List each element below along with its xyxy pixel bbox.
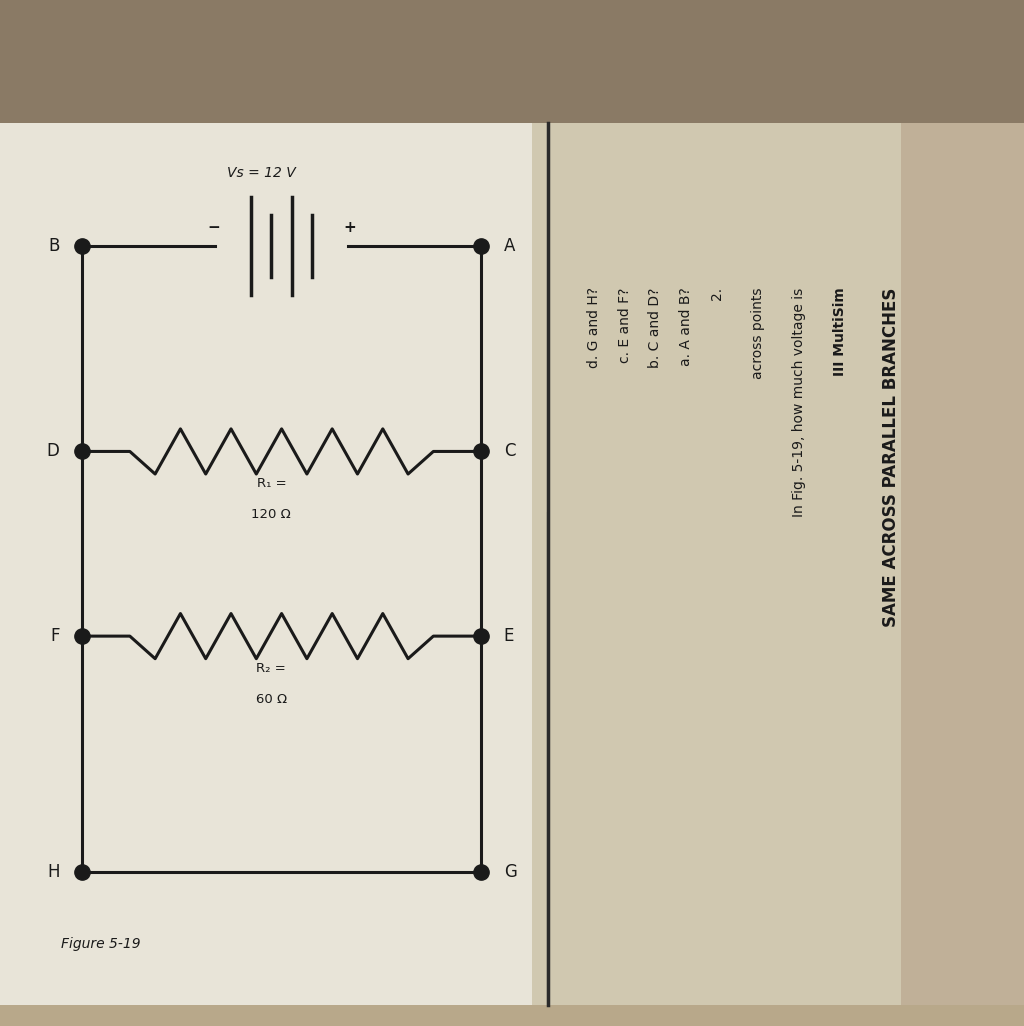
Text: R₂ =: R₂ =	[256, 662, 287, 675]
Text: −: −	[208, 221, 220, 235]
Polygon shape	[532, 123, 1024, 1005]
Text: d. G and H?: d. G and H?	[587, 287, 601, 368]
Text: C: C	[504, 442, 515, 461]
Text: Figure 5-19: Figure 5-19	[61, 937, 141, 951]
Point	[473, 628, 489, 644]
Text: c. E and F?: c. E and F?	[617, 287, 632, 362]
Text: H: H	[47, 863, 59, 881]
Point	[473, 864, 489, 880]
Text: G: G	[504, 863, 517, 881]
Point	[473, 443, 489, 460]
Text: B: B	[48, 237, 59, 255]
Polygon shape	[0, 123, 532, 1005]
Polygon shape	[901, 123, 1024, 1005]
Text: D: D	[46, 442, 59, 461]
Text: b. C and D?: b. C and D?	[648, 287, 663, 367]
Text: Vs = 12 V: Vs = 12 V	[226, 165, 296, 180]
Text: F: F	[50, 627, 59, 645]
Text: across points: across points	[751, 287, 765, 379]
Text: +: +	[343, 221, 355, 235]
Point	[473, 238, 489, 254]
Text: In Fig. 5-19, how much voltage is: In Fig. 5-19, how much voltage is	[792, 287, 806, 516]
Text: R₁ =: R₁ =	[257, 477, 286, 490]
Point	[74, 864, 90, 880]
Text: SAME ACROSS PARALLEL BRANCHES: SAME ACROSS PARALLEL BRANCHES	[882, 287, 900, 627]
Text: 120 Ω: 120 Ω	[252, 508, 291, 521]
Text: a. A and B?: a. A and B?	[679, 287, 693, 366]
Point	[74, 628, 90, 644]
Polygon shape	[0, 0, 1024, 123]
Text: 2.: 2.	[710, 287, 724, 301]
Text: III MultiSim: III MultiSim	[833, 287, 847, 377]
Point	[74, 238, 90, 254]
Text: 60 Ω: 60 Ω	[256, 693, 287, 706]
Text: E: E	[504, 627, 514, 645]
Point	[74, 443, 90, 460]
Text: A: A	[504, 237, 515, 255]
